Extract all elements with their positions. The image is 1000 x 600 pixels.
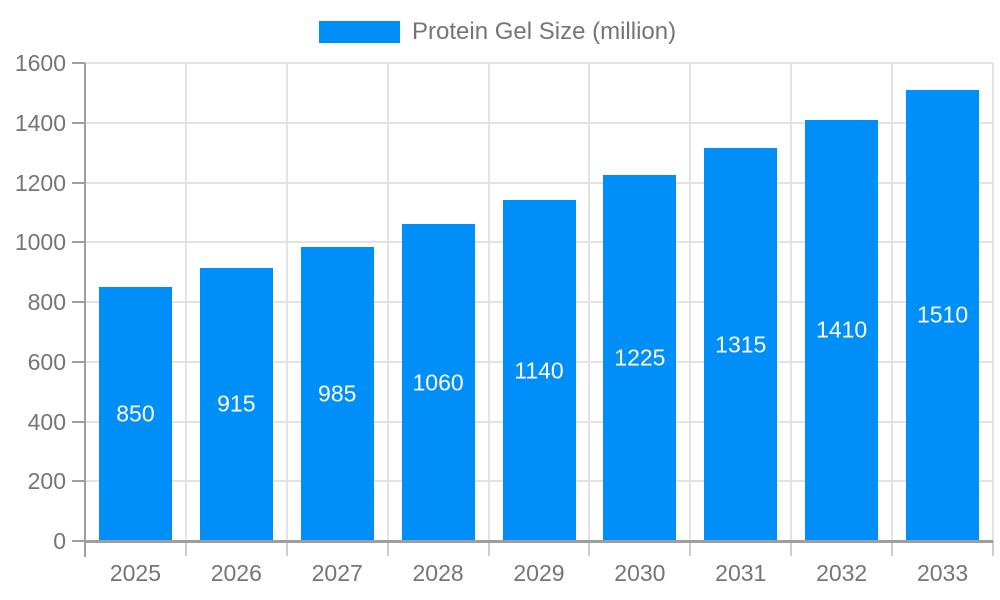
x-axis-label: 2028 xyxy=(412,560,464,586)
x-axis-label: 2029 xyxy=(513,560,565,586)
y-axis-tick xyxy=(72,540,85,542)
y-axis-label: 1000 xyxy=(14,229,66,256)
bar: 1315 xyxy=(704,148,778,541)
y-axis-tick xyxy=(72,420,85,423)
y-axis-line xyxy=(84,63,86,557)
bar-value-label: 1510 xyxy=(916,301,969,328)
y-axis-label: 1400 xyxy=(14,109,66,136)
y-axis-tick xyxy=(72,181,85,184)
bar-value-label: 1060 xyxy=(412,369,464,396)
bar: 985 xyxy=(300,246,374,541)
x-axis-tick xyxy=(689,541,692,556)
gridline-vertical xyxy=(689,63,692,541)
x-axis-label: 2032 xyxy=(816,560,868,586)
y-axis-label: 800 xyxy=(27,289,66,315)
y-axis-tick xyxy=(72,241,85,244)
gridline-vertical xyxy=(790,63,793,541)
bar: 1060 xyxy=(401,224,475,541)
y-axis-tick xyxy=(72,480,85,483)
gridline-horizontal xyxy=(85,121,993,124)
x-axis-label: 2033 xyxy=(916,560,969,586)
gridline-vertical xyxy=(386,63,389,541)
y-axis-label: 400 xyxy=(27,408,66,435)
bar: 1140 xyxy=(502,200,576,541)
x-axis-label: 2027 xyxy=(311,560,363,586)
gridline-vertical xyxy=(992,63,994,541)
x-axis-label: 2025 xyxy=(109,560,162,586)
bar: 915 xyxy=(199,267,273,541)
gridline-vertical xyxy=(285,63,288,541)
bar: 1510 xyxy=(906,89,980,541)
x-axis-label: 2030 xyxy=(614,560,666,586)
x-axis-tick xyxy=(790,541,793,556)
bar-value-label: 985 xyxy=(318,380,357,407)
gridline-vertical xyxy=(588,63,591,541)
x-axis-tick xyxy=(992,541,994,556)
x-axis-tick xyxy=(386,541,389,556)
bar-value-label: 1140 xyxy=(514,357,564,384)
bar: 1225 xyxy=(603,175,677,541)
bar-value-label: 1225 xyxy=(614,344,666,371)
y-axis-label: 600 xyxy=(27,348,66,375)
gridline-vertical xyxy=(487,63,490,541)
bar-value-label: 1410 xyxy=(816,316,868,343)
bar: 850 xyxy=(98,287,172,541)
y-axis-tick xyxy=(72,62,85,64)
x-axis-tick xyxy=(588,541,591,556)
x-axis-tick xyxy=(285,541,288,556)
x-axis-line xyxy=(85,540,993,543)
x-axis-tick xyxy=(487,541,490,556)
x-axis-label: 2031 xyxy=(715,560,767,586)
y-axis-tick xyxy=(72,301,85,303)
bar-value-label: 850 xyxy=(116,400,155,427)
y-axis-tick xyxy=(72,121,85,124)
x-axis-label: 2026 xyxy=(210,560,262,586)
x-axis-tick xyxy=(891,541,894,556)
bar: 1410 xyxy=(805,119,879,541)
y-axis-label: 1200 xyxy=(14,169,66,196)
bar-value-label: 915 xyxy=(217,390,256,417)
y-axis-label: 200 xyxy=(27,468,66,495)
legend: Protein Gel Size (million) xyxy=(319,17,677,45)
gridline-vertical xyxy=(184,63,187,541)
gridline-vertical xyxy=(891,63,894,541)
x-axis-tick xyxy=(184,541,187,556)
legend-swatch xyxy=(319,20,400,43)
bar-value-label: 1315 xyxy=(715,331,767,358)
gridline-horizontal xyxy=(85,62,993,64)
y-axis-tick xyxy=(72,360,85,363)
legend-label: Protein Gel Size (million) xyxy=(412,17,677,45)
y-axis-label: 0 xyxy=(53,528,66,554)
gridline-horizontal xyxy=(85,181,993,184)
y-axis-label: 1600 xyxy=(14,50,66,76)
